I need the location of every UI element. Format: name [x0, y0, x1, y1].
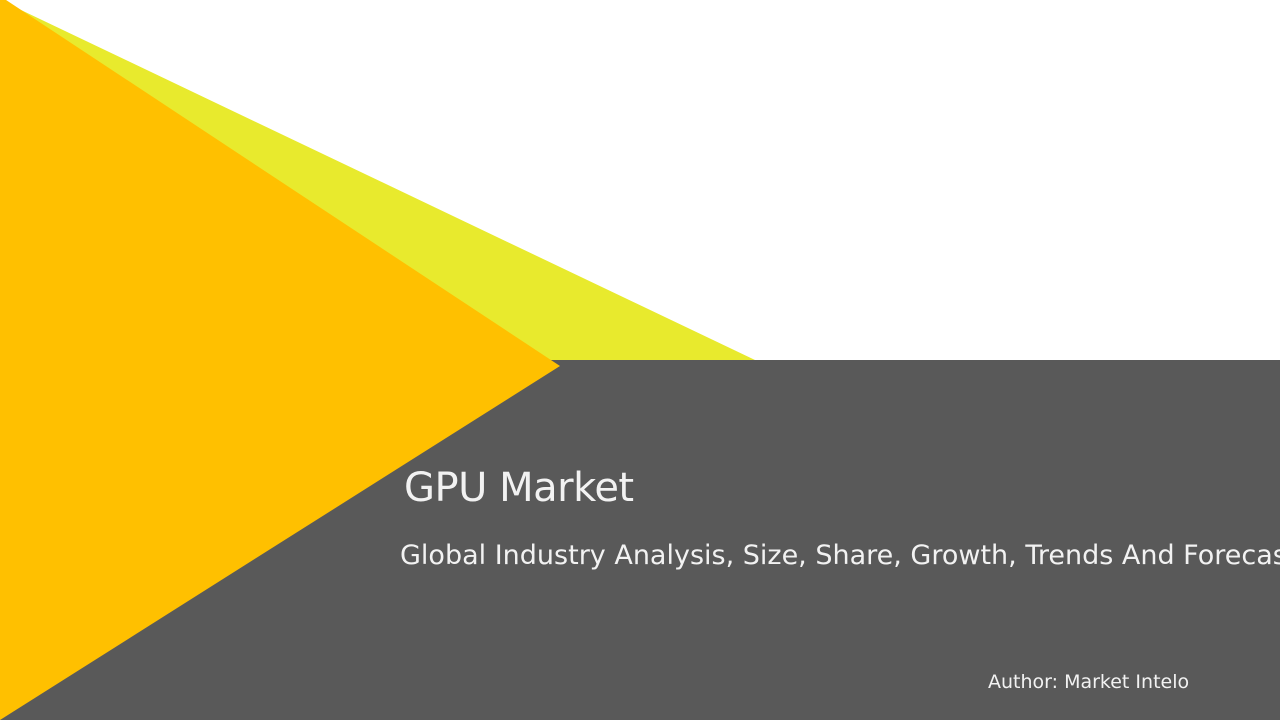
author-credit: Author: Market Intelo: [988, 671, 1190, 693]
page-title: GPU Market: [404, 465, 634, 511]
page-subtitle: Global Industry Analysis, Size, Share, G…: [400, 540, 1280, 571]
